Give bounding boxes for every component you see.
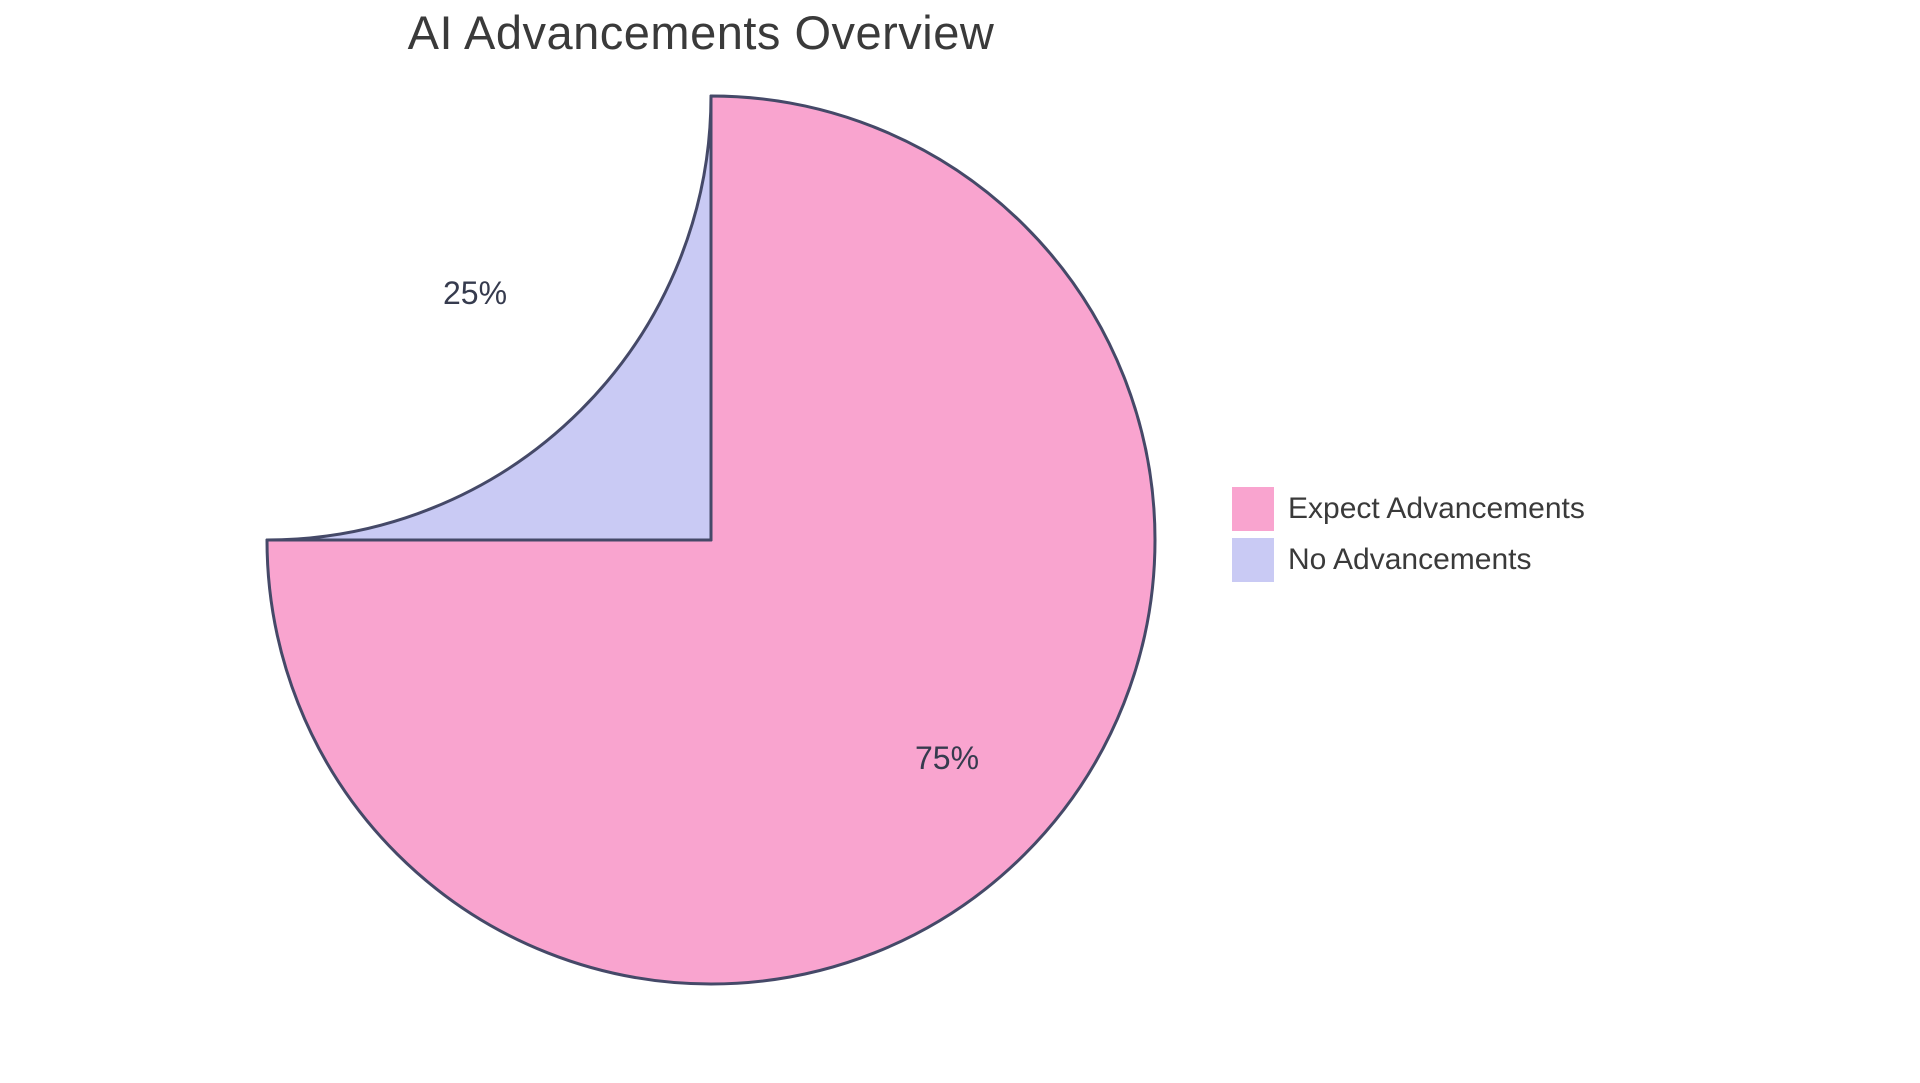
legend-item-expect-advancements[interactable]: Expect Advancements <box>1232 487 1585 531</box>
legend-swatch-rect <box>1232 538 1274 582</box>
legend-label-expect-advancements: Expect Advancements <box>1288 492 1585 525</box>
legend-swatch-rect <box>1232 487 1274 531</box>
pie-percent-label-no-advancements: 25% <box>443 275 507 311</box>
pie-chart: 75% 25% <box>265 94 1157 986</box>
legend: Expect Advancements No Advancements <box>1232 487 1585 589</box>
pie-percent-label-expect-advancements: 75% <box>915 740 979 776</box>
pie-slice-no-advancements[interactable] <box>265 94 713 542</box>
legend-item-no-advancements[interactable]: No Advancements <box>1232 538 1585 582</box>
legend-label-no-advancements: No Advancements <box>1288 543 1532 576</box>
legend-swatch-expect-advancements <box>1232 487 1274 531</box>
legend-swatch-no-advancements <box>1232 538 1274 582</box>
chart-title: AI Advancements Overview <box>407 6 995 59</box>
